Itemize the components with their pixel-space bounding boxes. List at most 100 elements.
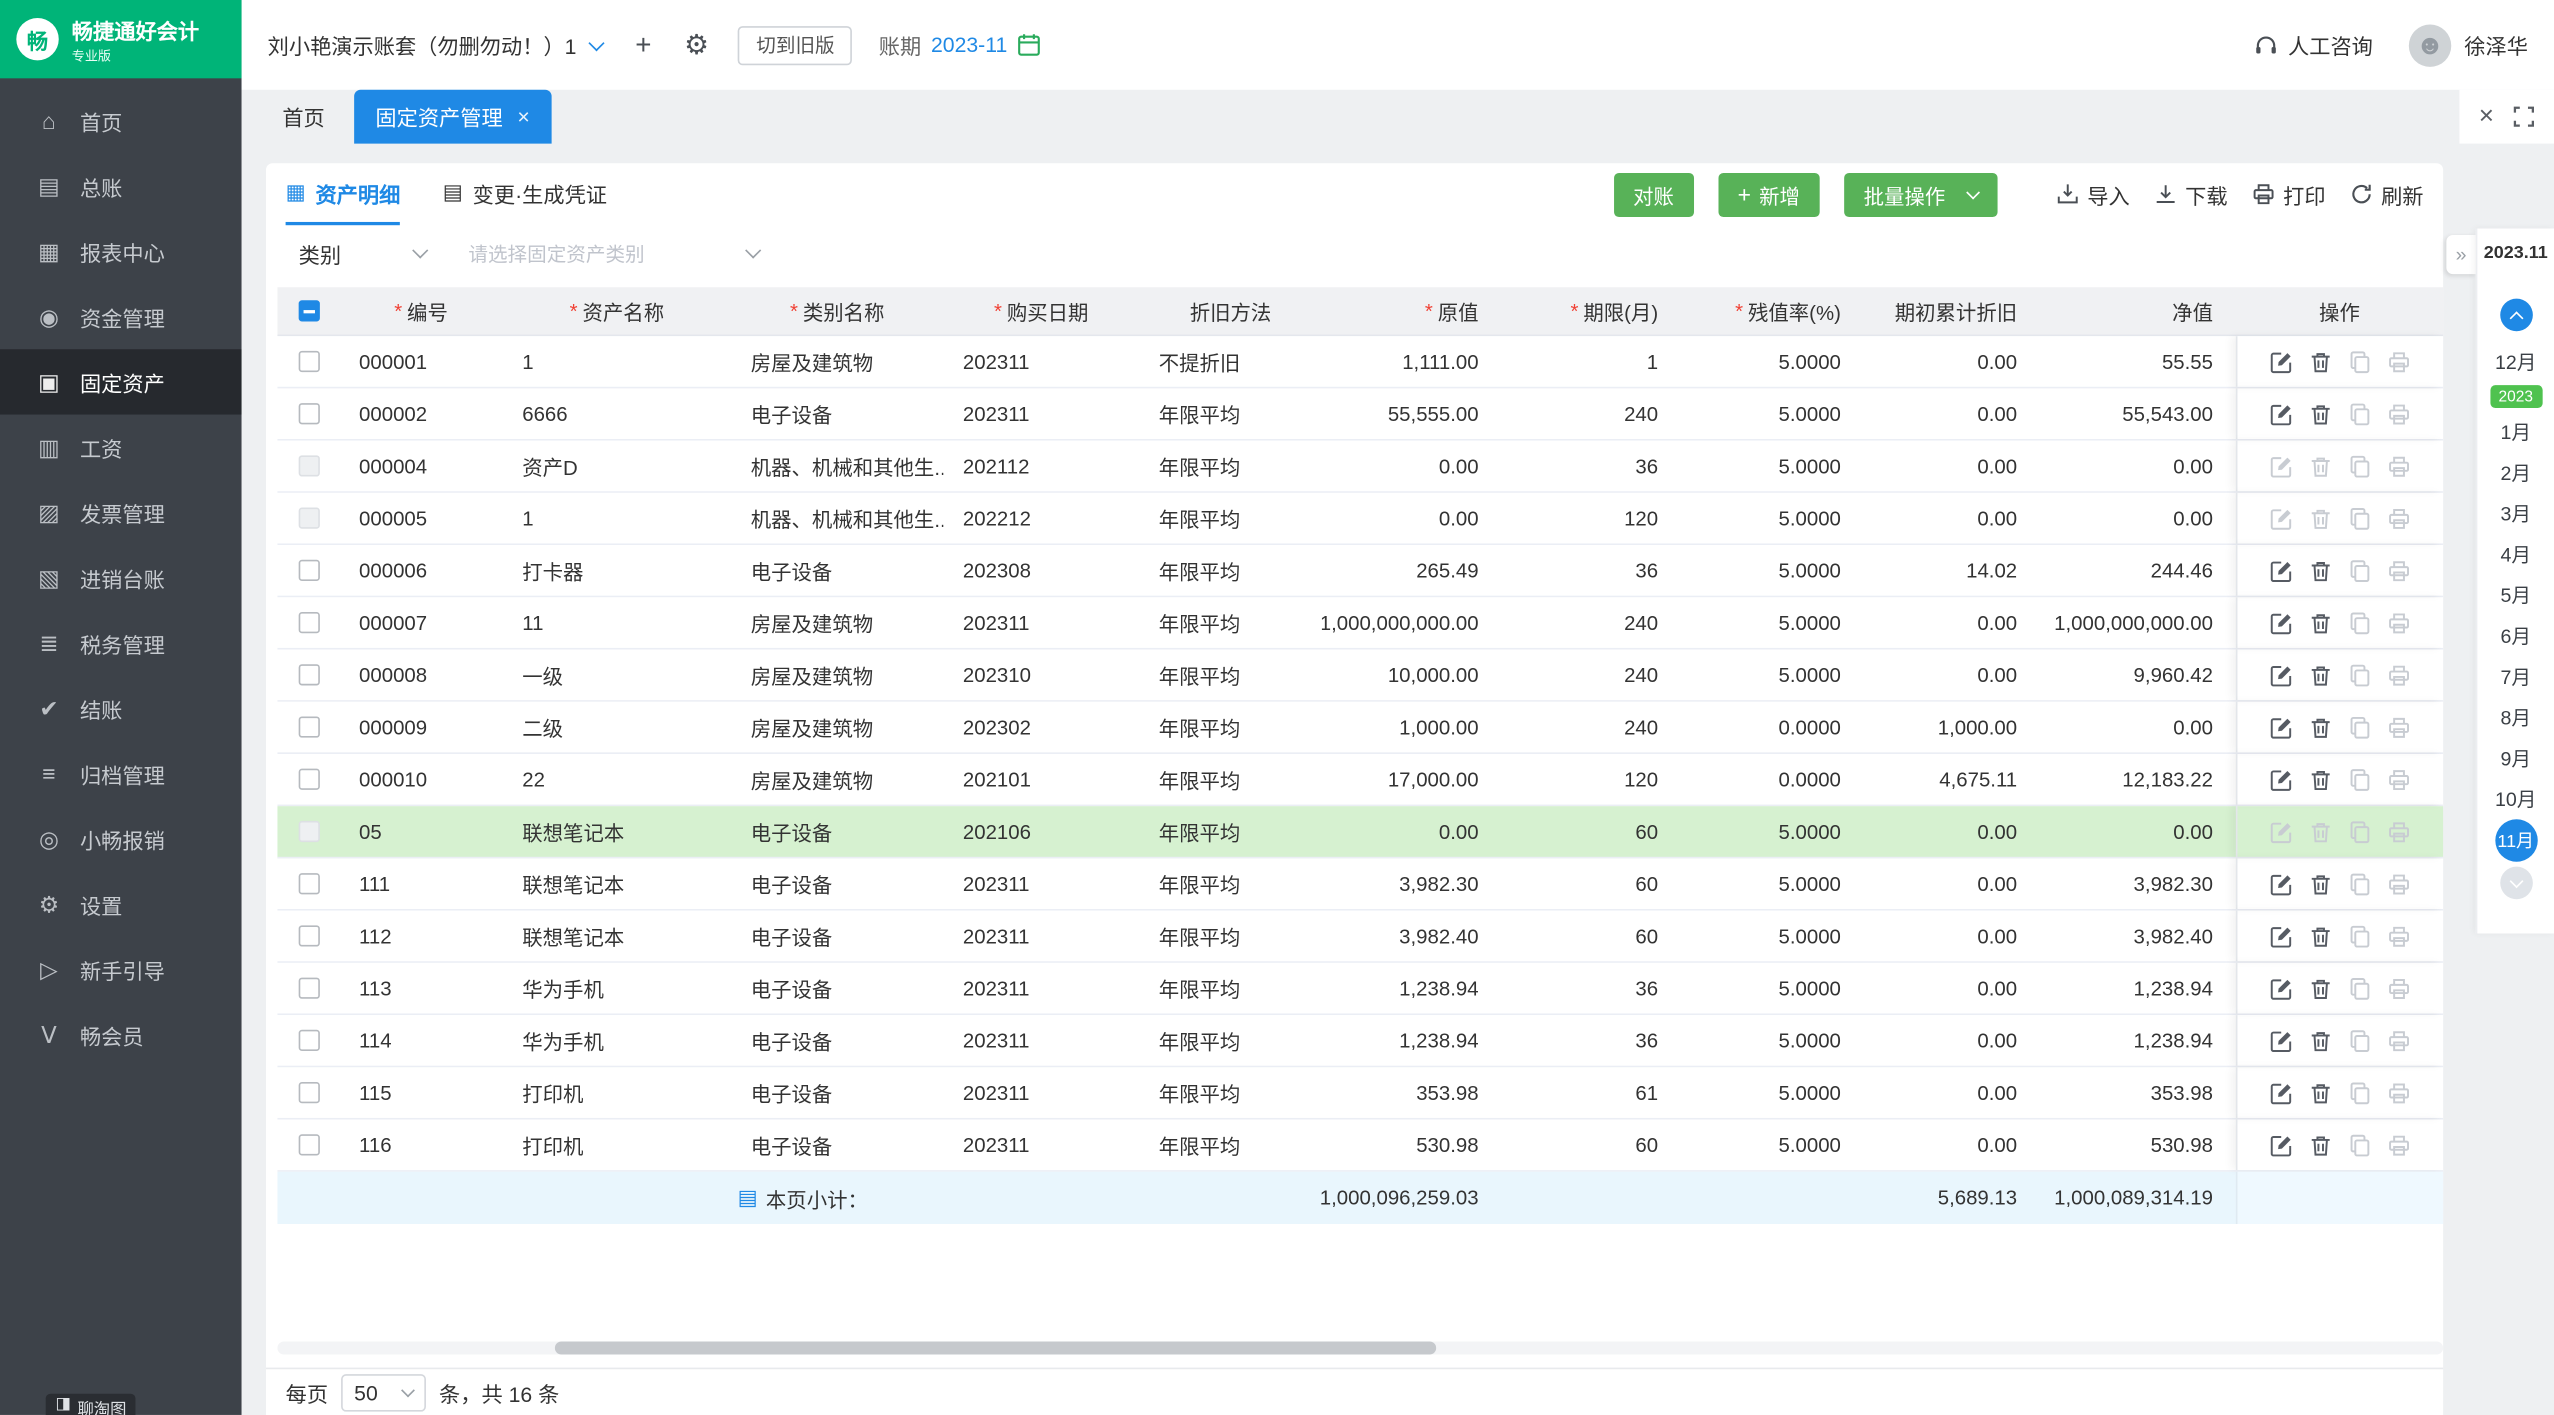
download-button[interactable]: 下载 xyxy=(2154,179,2228,210)
fullscreen-icon[interactable] xyxy=(2513,106,2535,127)
table-row[interactable]: 112 联想笔记本 电子设备 202311 年限平均 3,982.40 60 5.0000 0.… xyxy=(277,910,2444,963)
column-header[interactable]: * 原值 xyxy=(1424,299,1479,325)
delete-icon[interactable] xyxy=(2309,1081,2332,1104)
column-header[interactable]: * 资产名称 xyxy=(569,299,665,325)
calendar-month[interactable]: 10月 xyxy=(2495,788,2537,812)
row-checkbox[interactable] xyxy=(297,1134,320,1156)
row-checkbox[interactable] xyxy=(297,977,320,999)
delete-icon[interactable] xyxy=(2309,925,2332,948)
edit-icon[interactable] xyxy=(2270,872,2293,895)
delete-icon[interactable] xyxy=(2309,768,2332,791)
avatar[interactable]: ☻ xyxy=(2408,23,2452,67)
edit-icon[interactable] xyxy=(2270,925,2293,948)
row-checkbox[interactable] xyxy=(297,1082,320,1104)
sidebar-item-ledger[interactable]: ▤ 总账 xyxy=(0,153,242,218)
delete-icon[interactable] xyxy=(2309,716,2332,739)
delete-icon[interactable] xyxy=(2309,977,2332,1000)
delete-icon[interactable] xyxy=(2309,872,2332,895)
sidebar-item-tax[interactable]: ≣ 税务管理 xyxy=(0,610,242,675)
edit-icon[interactable] xyxy=(2270,559,2293,582)
column-header[interactable]: * 类别名称 xyxy=(789,299,885,325)
edit-icon[interactable] xyxy=(2270,1081,2293,1104)
gear-icon[interactable]: ⚙ xyxy=(684,29,709,61)
column-header[interactable]: 净值 xyxy=(2172,301,2213,325)
scrollbar-thumb[interactable] xyxy=(554,1341,1437,1355)
calendar-month[interactable]: 4月 xyxy=(2500,543,2531,567)
row-checkbox[interactable] xyxy=(297,664,320,686)
calendar-month[interactable]: 2月 xyxy=(2500,461,2531,485)
table-row[interactable]: 114 华为手机 电子设备 202311 年限平均 1,238.94 36 5.0000 0.0… xyxy=(277,1015,2444,1068)
table-row[interactable]: 000007 11 房屋及建筑物 202311 年限平均 1,000,000,000.00… xyxy=(277,597,2444,650)
calendar-month[interactable]: 9月 xyxy=(2500,747,2531,771)
row-checkbox[interactable] xyxy=(297,925,320,947)
calendar-next-button[interactable] xyxy=(2499,866,2533,900)
table-row[interactable]: 000004 资产D 机器、机械和其他生... 202112 年限平均 0.00 36 5.0… xyxy=(277,440,2444,493)
delete-icon[interactable] xyxy=(2309,1133,2332,1156)
column-header[interactable]: * 残值率(%) xyxy=(1735,299,1841,325)
row-checkbox[interactable] xyxy=(297,1029,320,1052)
sidebar-item-salary[interactable]: ▥ 工资 xyxy=(0,415,242,480)
close-icon[interactable]: × xyxy=(2478,102,2495,130)
edit-icon[interactable] xyxy=(2270,1133,2293,1156)
horizontal-scrollbar[interactable] xyxy=(277,1341,2444,1355)
row-checkbox[interactable] xyxy=(297,403,320,425)
batch-actions-button[interactable]: 批量操作 xyxy=(1844,172,1998,217)
calendar-month[interactable]: 5月 xyxy=(2500,584,2531,608)
sidebar-item-settings[interactable]: ⚙ 设置 xyxy=(0,871,242,936)
table-row[interactable]: 000010 22 房屋及建筑物 202101 年限平均 17,000.00 120 0.00… xyxy=(277,753,2444,807)
column-header[interactable]: 操作 xyxy=(2319,301,2360,325)
period-value[interactable]: 2023-11 xyxy=(930,32,1008,58)
sidebar-item-invoice[interactable]: ▨ 发票管理 xyxy=(0,480,242,545)
table-row[interactable]: 111 联想笔记本 电子设备 202311 年限平均 3,982.30 60 5.0000 0.… xyxy=(277,858,2444,911)
subtab-asset-detail[interactable]: ▦ 资产明细 xyxy=(285,163,401,226)
table-row[interactable]: 000006 打卡器 电子设备 202308 年限平均 265.49 36 5.0000 14.… xyxy=(277,545,2444,598)
sidebar-item-purchase[interactable]: ▧ 进销台账 xyxy=(0,545,242,610)
edit-icon[interactable] xyxy=(2270,1029,2293,1052)
row-checkbox[interactable] xyxy=(297,716,320,738)
column-header[interactable]: * 购买日期 xyxy=(993,299,1089,325)
calendar-month[interactable]: 12月 xyxy=(2495,350,2537,374)
row-checkbox[interactable] xyxy=(297,873,320,895)
tab-home[interactable]: 首页 xyxy=(282,106,325,131)
sidebar-item-fund[interactable]: ◉ 资金管理 xyxy=(0,284,242,349)
row-checkbox[interactable] xyxy=(297,768,320,790)
delete-icon[interactable] xyxy=(2309,611,2332,634)
edit-icon[interactable] xyxy=(2270,611,2293,634)
edit-icon[interactable] xyxy=(2270,402,2293,425)
username[interactable]: 徐泽华 xyxy=(2464,34,2528,59)
sidebar-item-closing[interactable]: ✔ 结账 xyxy=(0,676,242,741)
delete-icon[interactable] xyxy=(2309,350,2332,373)
calendar-month[interactable]: 3月 xyxy=(2500,502,2531,526)
column-header[interactable]: * 编号 xyxy=(394,299,448,325)
refresh-button[interactable]: 刷新 xyxy=(2350,179,2424,210)
delete-icon[interactable] xyxy=(2309,1029,2332,1052)
delete-icon[interactable] xyxy=(2309,402,2332,425)
print-button[interactable]: 打印 xyxy=(2252,179,2326,210)
calendar-collapse-handle[interactable]: » xyxy=(2446,235,2476,275)
add-account-icon[interactable]: + xyxy=(635,29,652,61)
sidebar-item-expense[interactable]: ◎ 小畅报销 xyxy=(0,806,242,871)
manual-consult-button[interactable]: 人工咨询 xyxy=(2254,29,2373,60)
row-checkbox[interactable] xyxy=(297,350,320,373)
select-all-checkbox[interactable] xyxy=(297,300,320,322)
table-row[interactable]: 000002 6666 电子设备 202311 年限平均 55,555.00 240 5.00… xyxy=(277,388,2444,441)
edit-icon[interactable] xyxy=(2270,768,2293,791)
table-row[interactable]: 000009 二级 房屋及建筑物 202302 年限平均 1,000.00 240 0.000… xyxy=(277,701,2444,754)
row-checkbox[interactable] xyxy=(297,612,320,634)
sidebar-item-member[interactable]: Ⅴ 畅会员 xyxy=(0,1002,242,1067)
column-header[interactable]: 折旧方法 xyxy=(1189,301,1272,325)
table-row[interactable]: 115 打印机 电子设备 202311 年限平均 353.98 61 5.0000 0.00 35… xyxy=(277,1067,2444,1120)
account-set-selector[interactable]: 刘小艳演示账套（勿删勿动！）1 xyxy=(268,29,605,60)
category-select[interactable]: 类别 xyxy=(299,237,429,268)
edit-icon[interactable] xyxy=(2270,663,2293,686)
per-page-select[interactable]: 50 xyxy=(341,1373,426,1411)
sidebar-item-guide[interactable]: ▷ 新手引导 xyxy=(0,937,242,1002)
table-row[interactable]: 116 打印机 电子设备 202311 年限平均 530.98 60 5.0000 0.00 53… xyxy=(277,1119,2444,1172)
reconcile-button[interactable]: 对账 xyxy=(1613,172,1694,217)
calendar-month[interactable]: 11月 xyxy=(2477,818,2554,861)
import-button[interactable]: 导入 xyxy=(2056,179,2130,210)
sidebar-item-asset[interactable]: ▣ 固定资产 xyxy=(0,349,242,415)
edit-icon[interactable] xyxy=(2270,977,2293,1000)
subtab-change-voucher[interactable]: ▤ 变更·生成凭证 xyxy=(443,163,607,225)
table-row[interactable]: 000001 1 房屋及建筑物 202311 不提折旧 1,111.00 1 5.0000 0.… xyxy=(277,336,2444,389)
